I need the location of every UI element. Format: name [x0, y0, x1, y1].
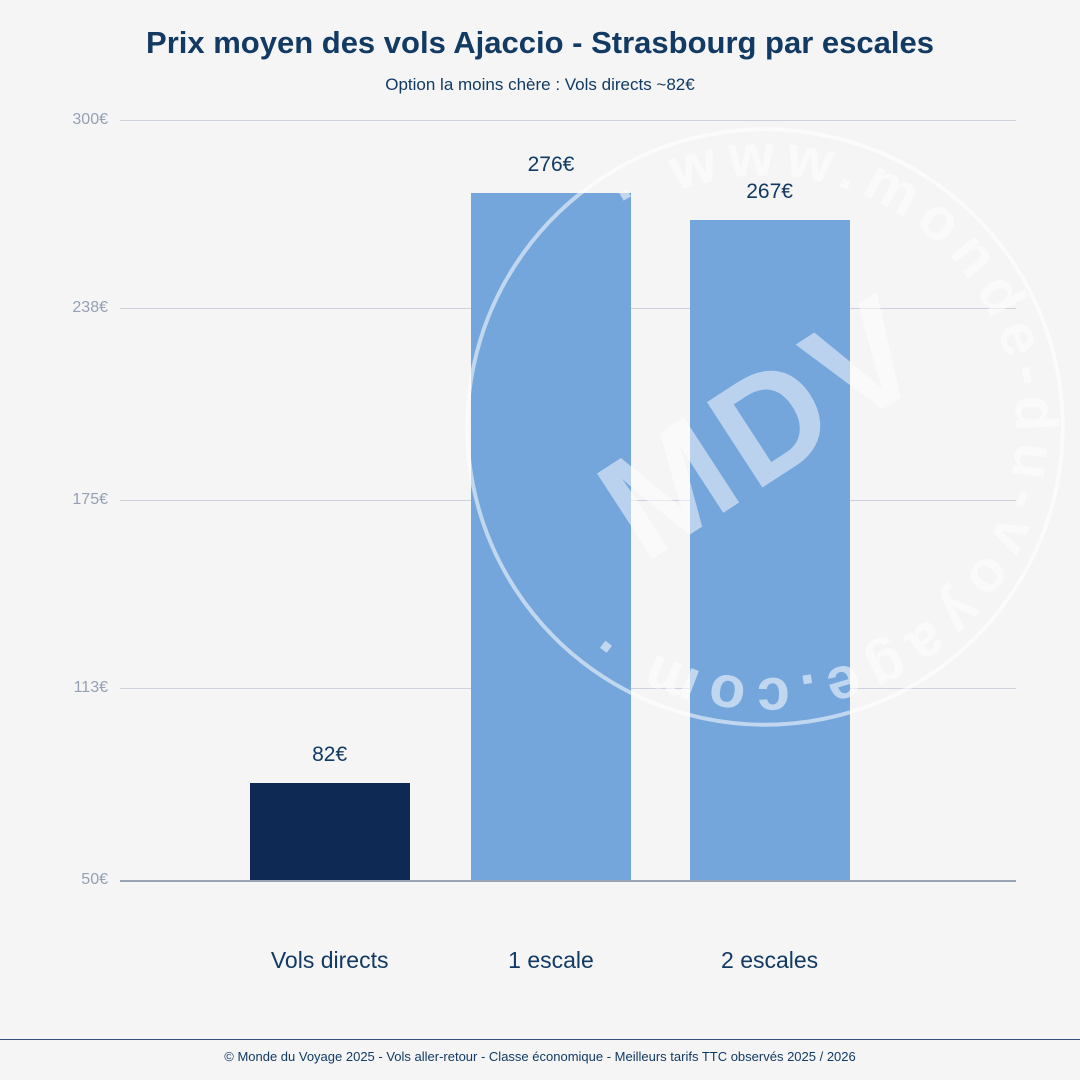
chart-subtitle: Option la moins chère : Vols directs ~82… [385, 75, 695, 94]
y-axis-tick-label: 113€ [73, 679, 108, 697]
y-axis-tick-label: 175€ [72, 491, 108, 508]
x-axis-category-label: 2 escales [721, 947, 819, 973]
bar-value-label: 276€ [527, 152, 575, 176]
footer-divider [0, 1039, 1080, 1040]
footer-text: © Monde du Voyage 2025 - Vols aller-reto… [224, 1049, 856, 1064]
bar-2 [470, 192, 631, 880]
chart-title: Prix moyen des vols Ajaccio - Strasbourg… [146, 25, 934, 60]
bar-value-label: 82€ [312, 742, 348, 766]
bar-value-label: 267€ [746, 180, 793, 204]
y-axis-tick-label: 50€ [81, 871, 108, 888]
bar-1 [249, 782, 410, 880]
gridline [120, 880, 1016, 882]
bar-3 [689, 220, 850, 880]
x-axis-category-label: 1 escale [508, 947, 594, 973]
x-axis-category-label: Vols directs [270, 947, 389, 973]
gridline [120, 120, 1016, 121]
y-axis-tick-label: 300€ [72, 111, 108, 128]
y-axis-tick-label: 238€ [72, 299, 108, 317]
